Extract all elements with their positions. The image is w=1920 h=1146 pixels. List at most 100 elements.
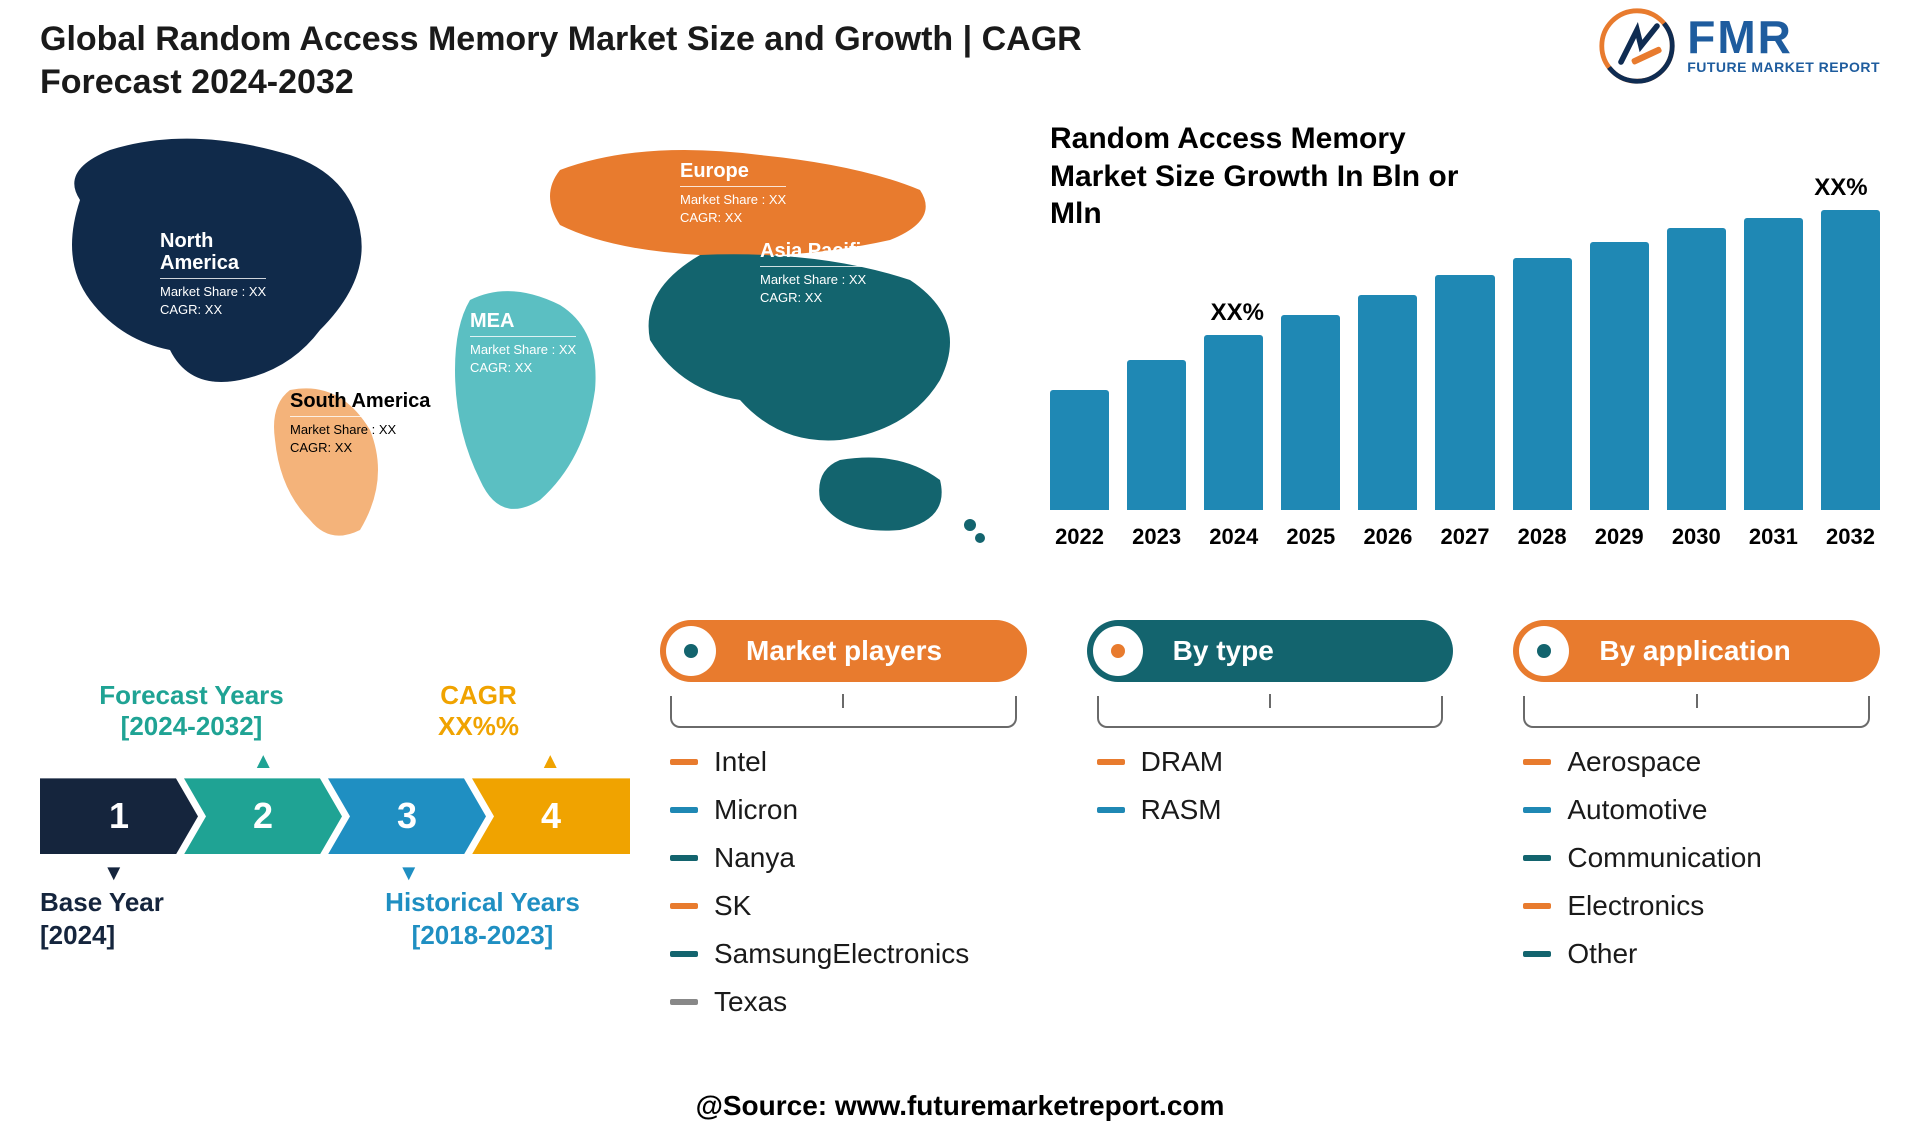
panel-list: AerospaceAutomotiveCommunicationElectron… [1513,746,1880,970]
page-title: Global Random Access Memory Market Size … [40,18,1160,103]
region-mea: MEAMarket Share : XXCAGR: XX [470,310,576,376]
fmr-logo: FMR FUTURE MARKET REPORT [1597,6,1880,86]
region-name: MEA [470,310,576,332]
region-share: Market Share : XX [290,421,430,439]
region-share: Market Share : XX [160,283,266,301]
bar-annotation: XX% [1211,299,1264,327]
panel-pill: By type [1087,620,1454,682]
region-cagr: CAGR: XX [760,289,872,307]
panel-item-label: SK [714,890,751,922]
tick-icon [1523,807,1551,813]
region-ap: Asia Pacific Market Share : XXCAGR: XX [760,240,872,306]
panel-item: SamsungElectronics [670,938,1027,970]
panel-item-label: Automotive [1567,794,1707,826]
region-cagr: CAGR: XX [290,439,430,457]
region-cagr: CAGR: XX [680,209,786,227]
timeline-segment: 1 [40,778,198,854]
panel-item: Aerospace [1523,746,1880,778]
bar-category-label: 2032 [1821,524,1880,550]
panel-item: Intel [670,746,1027,778]
timeline: Forecast Years[2024-2032]CAGRXX%% . ▲ . … [40,680,630,951]
region-name: South America [290,390,430,412]
tick-icon [670,999,698,1005]
panel-item-label: DRAM [1141,746,1223,778]
region-name: Europe [680,160,786,182]
region-name: Asia Pacific [760,240,872,262]
tick-icon [670,807,698,813]
bar [1744,218,1803,510]
bar-category-label: 2028 [1513,524,1572,550]
region-share: Market Share : XX [680,191,786,209]
bar [1667,228,1726,510]
panel-item-label: Texas [714,986,787,1018]
tick-icon [1523,951,1551,957]
bar-category-label: 2027 [1435,524,1494,550]
bar-category-label: 2025 [1281,524,1340,550]
arrow-up-icon: ▲ [479,748,623,774]
segment-panel: By applicationAerospaceAutomotiveCommuni… [1513,620,1880,1034]
timeline-top-label: Forecast Years[2024-2032] [48,680,335,742]
bar [1821,210,1880,510]
pill-circle-icon [666,626,716,676]
segment-panel: By type DRAM RASM [1087,620,1454,1034]
panel-item: SK [670,890,1027,922]
panel-item: RASM [1097,794,1454,826]
bar-category-label: 2023 [1127,524,1186,550]
region-share: Market Share : XX [760,271,872,289]
bar [1281,315,1340,510]
panel-item-label: Electronics [1567,890,1704,922]
panel-item: Micron [670,794,1027,826]
tick-icon [670,951,698,957]
panel-item-label: SamsungElectronics [714,938,969,970]
bar [1050,390,1109,510]
arrow-down-icon: ▼ [335,860,483,886]
bar-category-label: 2024 [1204,524,1263,550]
segment-panel: Market players Intel Micron Nanya SK SamsungE… [660,620,1027,1034]
bar [1590,242,1649,510]
bar [1435,275,1494,510]
bar-category-label: 2026 [1358,524,1417,550]
panel-item-label: Nanya [714,842,795,874]
logo-text: FMR [1687,17,1880,58]
panel-item-label: RASM [1141,794,1222,826]
bars [1050,210,1880,510]
panel-title: Market players [746,635,942,667]
panel-list: Intel Micron Nanya SK SamsungElectronics Texa… [660,746,1027,1018]
region-share: Market Share : XX [470,341,576,359]
world-map: NorthAmericaMarket Share : XXCAGR: XXSou… [40,130,1000,550]
region-na: NorthAmericaMarket Share : XXCAGR: XX [160,230,266,318]
timeline-segment: 4 [472,778,630,854]
panel-item: Nanya [670,842,1027,874]
panel-item: Automotive [1523,794,1880,826]
region-eu: Europe Market Share : XXCAGR: XX [680,160,786,226]
bar-category-label: 2022 [1050,524,1109,550]
panel-item: Other [1523,938,1880,970]
tick-icon [1523,903,1551,909]
panel-pill: By application [1513,620,1880,682]
tick-icon [670,855,698,861]
panel-title: By type [1173,635,1274,667]
panel-item-label: Aerospace [1567,746,1701,778]
source-line: @Source: www.futuremarketreport.com [0,1090,1920,1122]
panel-item-label: Micron [714,794,798,826]
bar-x-labels: 2022202320242025202620272028202920302031… [1050,524,1880,550]
tick-icon [1523,855,1551,861]
bar-annotation: XX% [1814,174,1867,202]
bracket-icon [670,696,1017,728]
bracket-icon [1523,696,1870,728]
logo-subtext: FUTURE MARKET REPORT [1687,59,1880,75]
panel-pill: Market players [660,620,1027,682]
arrow-up-icon: ▲ [192,748,336,774]
pill-circle-icon [1093,626,1143,676]
bar [1204,335,1263,510]
bar [1358,295,1417,510]
segment-panels: Market players Intel Micron Nanya SK SamsungE… [660,620,1880,1034]
region-name: NorthAmerica [160,230,266,274]
pill-circle-icon [1519,626,1569,676]
panel-item: DRAM [1097,746,1454,778]
tick-icon [670,759,698,765]
panel-list: DRAM RASM [1087,746,1454,826]
bar-category-label: 2031 [1744,524,1803,550]
tick-icon [1097,759,1125,765]
timeline-segment: 3 [328,778,486,854]
